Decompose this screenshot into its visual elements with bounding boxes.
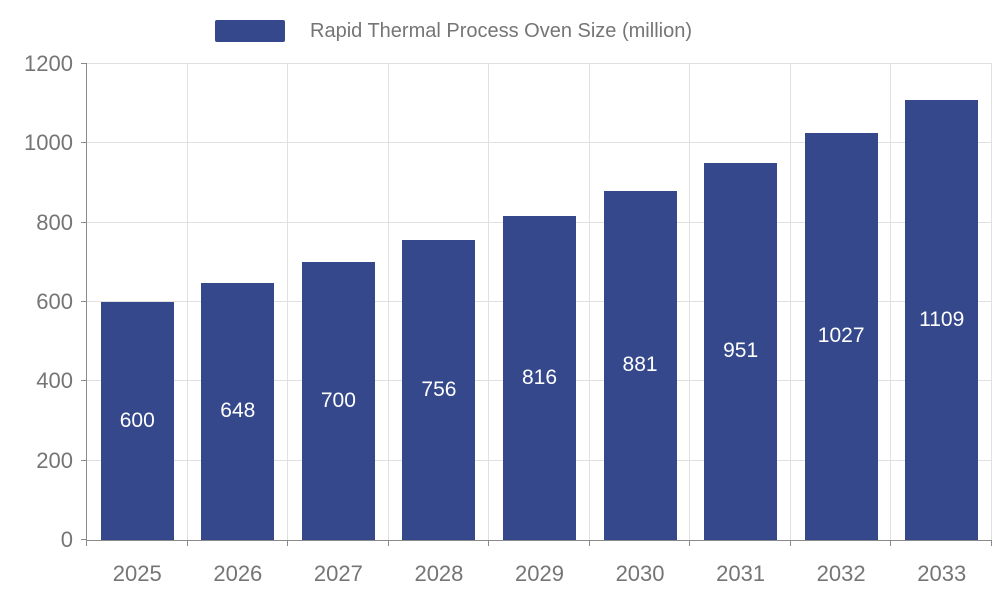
bar-value-label: 648 — [220, 399, 256, 423]
bar-2029[interactable]: 816 — [503, 216, 576, 540]
bar-2025[interactable]: 600 — [100, 302, 174, 540]
legend-item[interactable]: Rapid Thermal Process Oven Size (million… — [215, 18, 692, 44]
x-axis-tick — [689, 540, 691, 546]
x-axis-tick — [588, 540, 590, 546]
gridline-vertical — [789, 64, 791, 540]
y-axis-tick — [81, 221, 87, 223]
x-axis-label: 2029 — [515, 561, 564, 586]
legend-label: Rapid Thermal Process Oven Size (million… — [310, 20, 692, 42]
y-axis-tick — [81, 63, 87, 64]
y-axis-line — [86, 64, 87, 540]
y-axis-tick — [81, 539, 87, 540]
bar-2026[interactable]: 648 — [201, 282, 275, 540]
x-axis-label: 2027 — [313, 561, 363, 586]
bar-value-label: 1109 — [919, 308, 965, 332]
bar-2030[interactable]: 881 — [603, 190, 677, 540]
x-axis-line — [86, 540, 992, 541]
gridline-vertical — [387, 64, 389, 540]
bar-value-label: 600 — [119, 409, 155, 432]
gridline-vertical — [991, 64, 992, 540]
x-axis-label: 2028 — [414, 561, 464, 586]
y-axis-label: 800 — [36, 209, 73, 235]
y-axis-label: 1200 — [24, 51, 73, 76]
bar-2032[interactable]: 1027 — [804, 132, 878, 540]
gridline-horizontal — [87, 63, 992, 64]
y-axis-tick — [81, 142, 87, 144]
gridline-vertical — [287, 64, 289, 540]
x-axis-tick — [86, 540, 87, 546]
bar-value-label: 951 — [723, 339, 759, 363]
gridline-vertical — [186, 64, 188, 540]
y-axis-label: 200 — [36, 447, 73, 473]
x-axis-tick — [387, 540, 389, 546]
bar-value-label: 756 — [421, 378, 457, 402]
bar-value-label: 881 — [622, 353, 658, 377]
y-axis-label: 600 — [36, 289, 73, 314]
legend-swatch-icon — [215, 20, 285, 42]
bar-2033[interactable]: 1109 — [905, 100, 979, 540]
y-axis-tick — [81, 380, 87, 382]
x-axis-tick — [488, 540, 490, 546]
y-axis-label: 1000 — [24, 130, 73, 156]
y-axis-label: 400 — [36, 368, 73, 394]
gridline-horizontal — [87, 142, 992, 144]
x-axis-tick — [186, 540, 188, 546]
gridline-vertical — [488, 64, 490, 540]
bar-2028[interactable]: 756 — [402, 240, 476, 540]
gridline-vertical — [588, 64, 590, 540]
x-axis-tick — [890, 540, 892, 546]
x-axis-label: 2026 — [213, 561, 263, 586]
x-axis-label: 2031 — [716, 561, 766, 586]
bar-2031[interactable]: 951 — [704, 162, 778, 540]
y-axis-label: 0 — [60, 527, 73, 552]
gridline-vertical — [890, 64, 892, 540]
y-axis-tick — [81, 459, 87, 461]
bar-2027[interactable]: 700 — [301, 262, 375, 540]
x-axis-tick — [991, 540, 992, 546]
x-axis-tick — [287, 540, 289, 546]
bar-value-label: 816 — [521, 366, 558, 390]
x-axis-label: 2032 — [816, 561, 866, 586]
x-axis-tick — [789, 540, 791, 546]
gridline-vertical — [689, 64, 691, 540]
x-axis-label: 2030 — [615, 561, 665, 586]
bar-value-label: 700 — [320, 389, 356, 413]
x-axis-label: 2033 — [917, 561, 967, 586]
x-axis-label: 2025 — [112, 561, 162, 586]
bar-value-label: 1027 — [817, 324, 865, 348]
y-axis-tick — [81, 301, 87, 302]
